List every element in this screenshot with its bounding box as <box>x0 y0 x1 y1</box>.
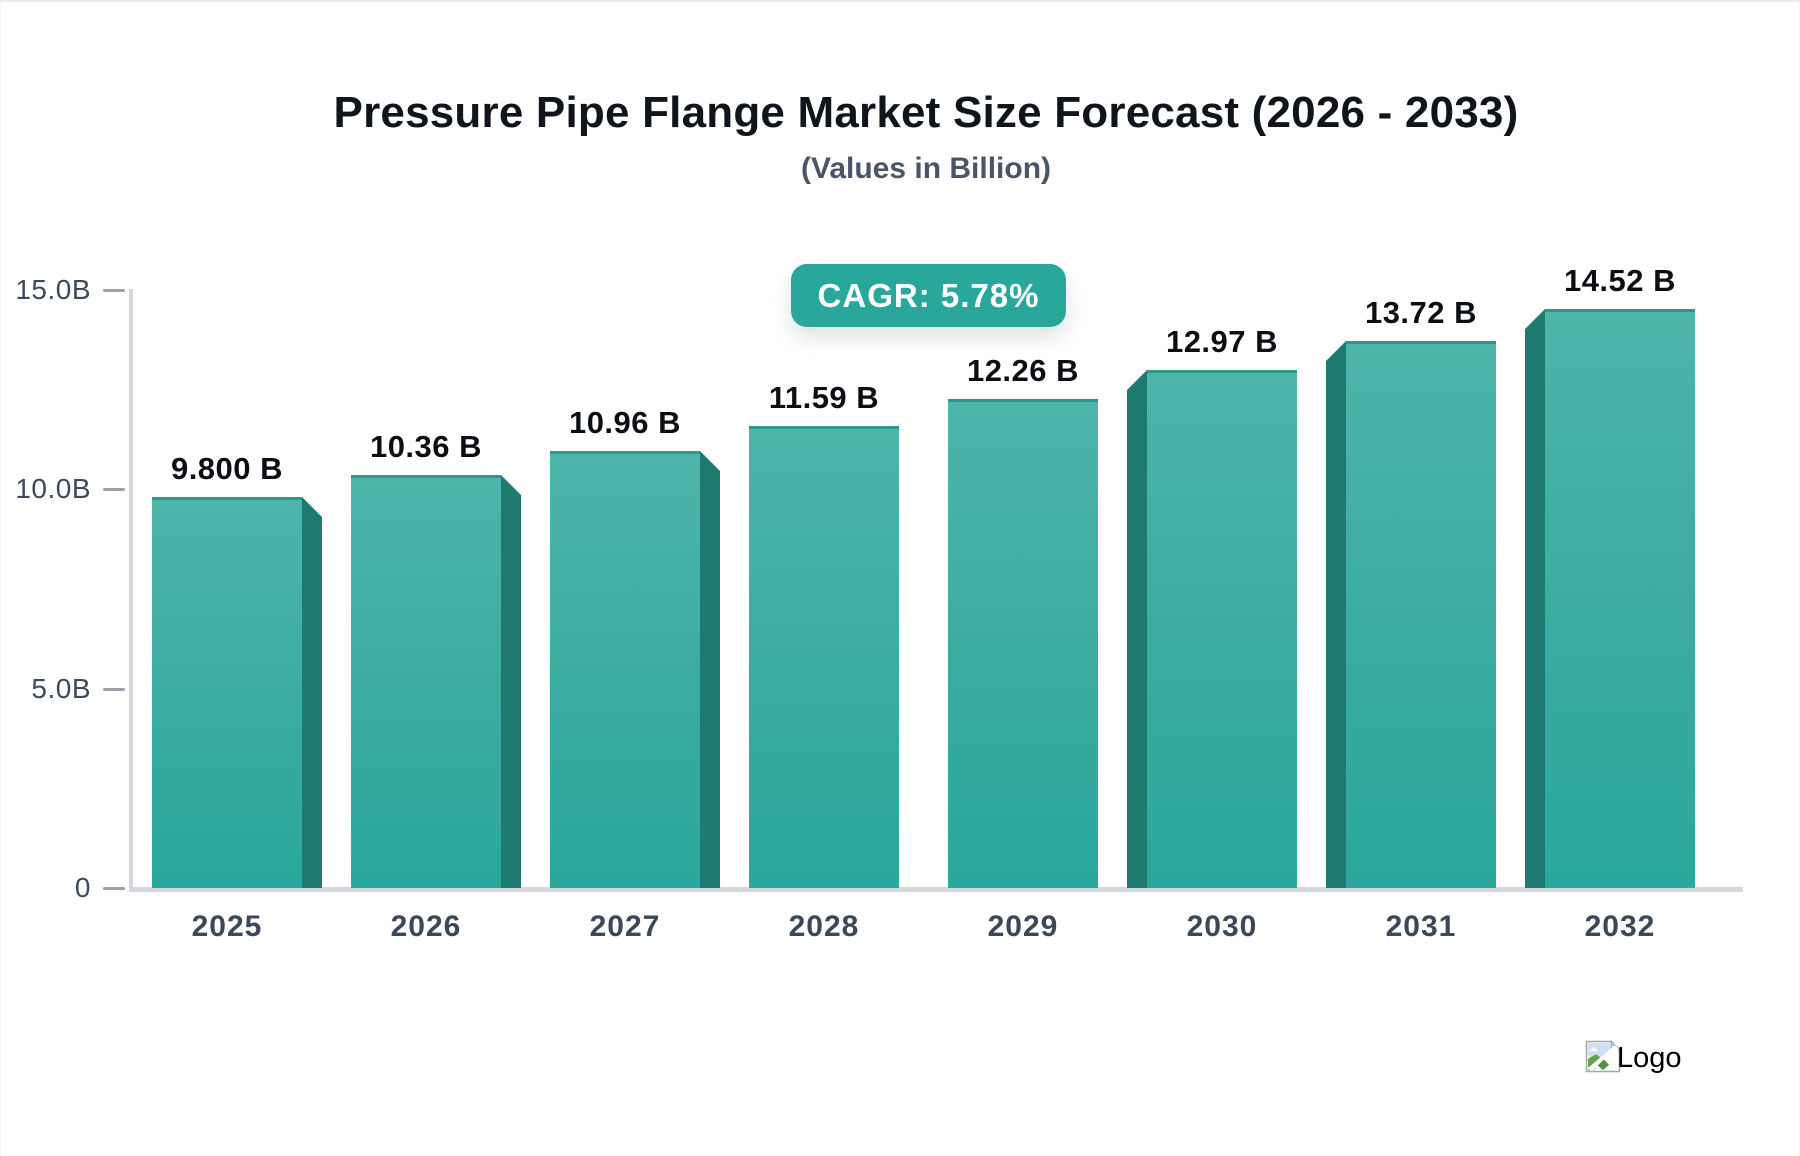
chart-subtitle: (Values in Billion) <box>800 152 1052 185</box>
x-axis-label-2031: 2031 <box>1385 910 1457 943</box>
bar-value-label-2031: 13.72 B <box>1364 295 1478 330</box>
x-axis-label-2032: 2032 <box>1584 910 1656 943</box>
bar-2031[interactable] <box>1346 341 1496 888</box>
chart-title: Pressure Pipe Flange Market Size Forecas… <box>333 88 1519 137</box>
bar-3d-side-2026 <box>501 475 521 888</box>
bar-value-label-2030: 12.97 B <box>1165 324 1279 359</box>
y-axis-tick-label: 10.0B <box>15 473 91 504</box>
bar-3d-side-2027 <box>700 451 720 888</box>
logo-text: Logo <box>1617 1041 1682 1074</box>
y-axis-tick-mark <box>103 887 125 890</box>
y-axis-tick-label: 15.0B <box>15 273 91 305</box>
bar-value-label-2026: 10.36 B <box>369 429 483 464</box>
broken-image-icon <box>1585 1040 1621 1073</box>
x-axis-line <box>129 887 1743 892</box>
y-axis-tick-mark <box>103 488 125 491</box>
bar-2032[interactable] <box>1545 309 1695 888</box>
bar-value-label-2027: 10.96 B <box>568 405 682 440</box>
x-axis-label-2027: 2027 <box>589 910 661 943</box>
cagr-badge-label: CAGR: 5.78% <box>817 276 1040 314</box>
bar-2026[interactable] <box>351 475 501 888</box>
logo: Logo <box>1585 1040 1682 1073</box>
bar-2030[interactable] <box>1147 370 1297 888</box>
y-axis-tick-mark <box>103 687 125 691</box>
y-axis-line <box>129 289 133 888</box>
bar-2028[interactable] <box>749 426 899 888</box>
bar-2027[interactable] <box>550 451 700 888</box>
y-axis-tick-label: 5.0B <box>31 672 91 704</box>
bar-value-label-2032: 14.52 B <box>1563 263 1677 298</box>
y-axis-tick-mark <box>103 288 125 292</box>
x-axis-label-2029: 2029 <box>987 910 1059 943</box>
bar-2025[interactable] <box>152 497 302 888</box>
bar-value-label-2029: 12.26 B <box>966 353 1080 388</box>
bar-3d-side-2030 <box>1127 370 1147 888</box>
x-axis-label-2026: 2026 <box>390 910 462 943</box>
x-axis-label-2028: 2028 <box>788 910 860 943</box>
bar-3d-side-2025 <box>302 497 322 888</box>
bar-2029[interactable] <box>948 399 1098 888</box>
x-axis-label-2025: 2025 <box>191 910 263 943</box>
bar-3d-side-2032 <box>1525 309 1545 888</box>
cagr-badge: CAGR: 5.78% <box>791 264 1066 327</box>
x-axis-label-2030: 2030 <box>1186 910 1258 943</box>
bar-value-label-2028: 11.59 B <box>768 380 880 415</box>
y-axis-tick-label: 0 <box>74 872 91 903</box>
bar-3d-side-2031 <box>1326 341 1346 888</box>
bar-value-label-2025: 9.800 B <box>170 451 284 486</box>
